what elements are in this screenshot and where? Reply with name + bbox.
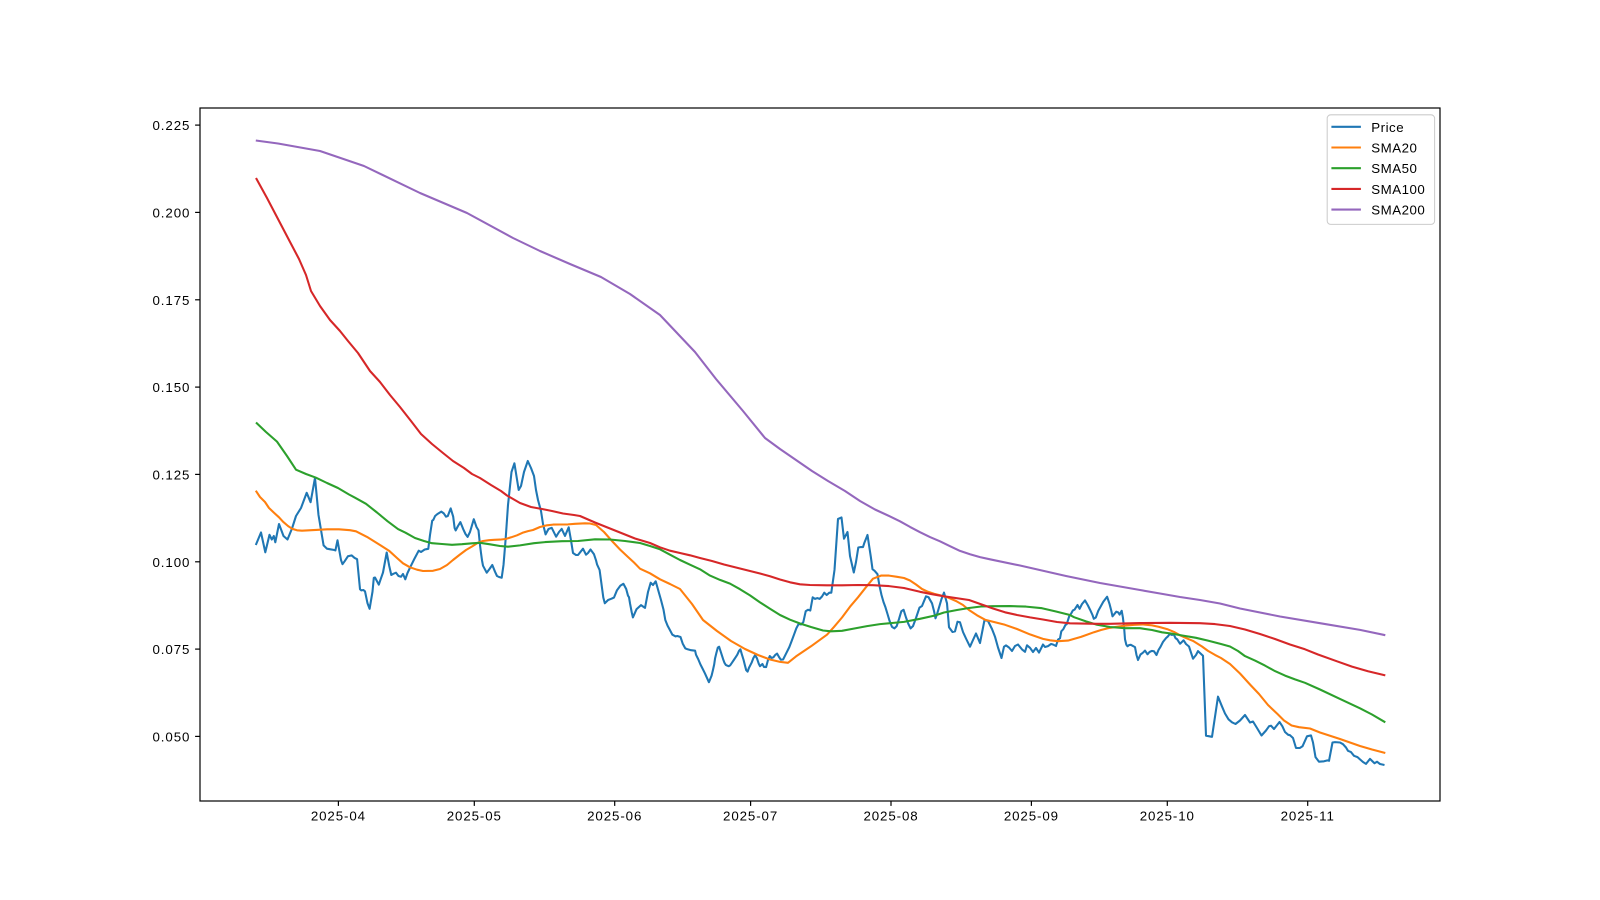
svg-text:0.050: 0.050 [153,729,191,744]
svg-text:SMA100: SMA100 [1371,182,1425,197]
svg-text:2025-08: 2025-08 [863,809,918,824]
svg-text:0.075: 0.075 [153,642,191,657]
svg-text:SMA50: SMA50 [1371,161,1417,176]
svg-text:2025-04: 2025-04 [311,809,366,824]
svg-text:0.175: 0.175 [153,293,191,308]
svg-text:SMA20: SMA20 [1371,141,1417,156]
svg-text:0.225: 0.225 [153,118,191,133]
svg-text:Price: Price [1371,120,1404,135]
svg-text:2025-11: 2025-11 [1281,809,1335,824]
svg-text:2025-05: 2025-05 [447,809,502,824]
svg-text:2025-06: 2025-06 [587,809,642,824]
svg-text:0.150: 0.150 [153,380,191,395]
svg-text:0.200: 0.200 [153,205,191,220]
svg-text:0.125: 0.125 [153,467,191,482]
svg-text:SMA200: SMA200 [1371,203,1425,218]
svg-text:2025-07: 2025-07 [723,809,778,824]
svg-text:0.100: 0.100 [153,555,191,570]
svg-text:2025-09: 2025-09 [1004,809,1059,824]
svg-text:2025-10: 2025-10 [1140,809,1195,824]
